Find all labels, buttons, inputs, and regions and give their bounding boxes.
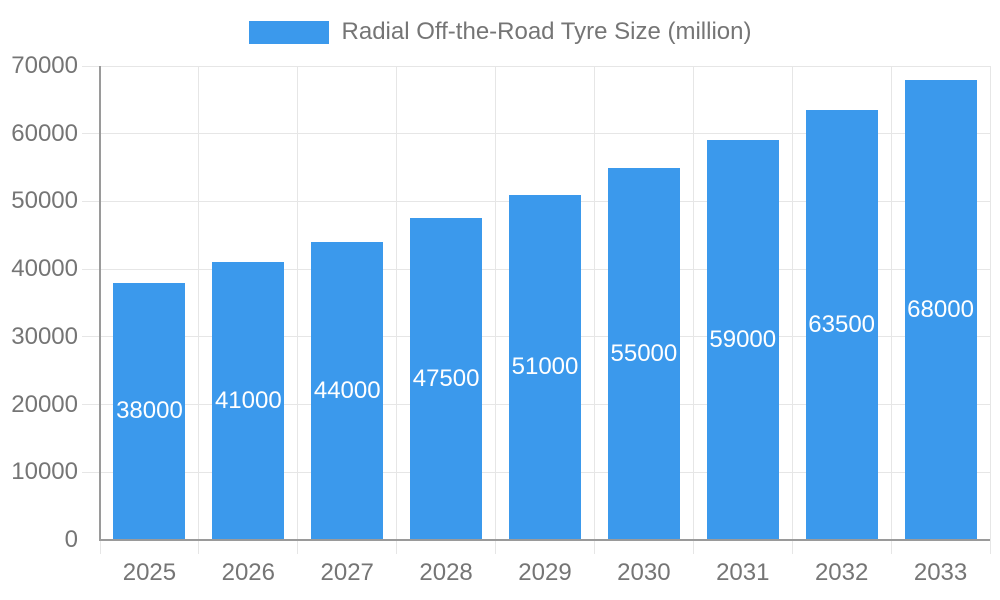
x-gridline bbox=[692, 66, 694, 554]
x-axis-label: 2030 bbox=[617, 559, 671, 586]
bar[interactable]: 44000 bbox=[311, 242, 384, 540]
y-axis-line bbox=[98, 66, 101, 540]
legend[interactable]: Radial Off-the-Road Tyre Size (million) bbox=[0, 18, 1000, 46]
x-gridline bbox=[890, 66, 892, 554]
x-axis-line bbox=[98, 538, 990, 541]
bar-value-label: 51000 bbox=[511, 353, 579, 381]
bar[interactable]: 38000 bbox=[113, 282, 186, 540]
legend-label: Radial Off-the-Road Tyre Size (million) bbox=[341, 18, 752, 45]
y-axis-label: 50000 bbox=[11, 187, 78, 215]
x-gridline bbox=[198, 66, 200, 554]
bar-value-label: 59000 bbox=[709, 326, 777, 354]
bar-value-label: 41000 bbox=[214, 387, 282, 415]
x-axis-label: 2031 bbox=[716, 559, 770, 586]
bar[interactable]: 55000 bbox=[607, 167, 680, 540]
y-axis-label: 0 bbox=[64, 526, 78, 553]
x-gridline bbox=[495, 66, 497, 554]
x-gridline bbox=[297, 66, 299, 554]
y-gridline bbox=[82, 65, 990, 67]
bar-value-label: 68000 bbox=[907, 295, 974, 323]
y-axis-label: 10000 bbox=[11, 458, 78, 486]
x-gridline bbox=[396, 66, 398, 554]
bar-value-label: 63500 bbox=[808, 310, 876, 338]
x-axis-label: 2033 bbox=[913, 559, 968, 586]
x-axis-label: 2029 bbox=[518, 559, 572, 586]
x-axis-label: 2026 bbox=[221, 559, 275, 586]
x-axis-label: 2032 bbox=[814, 559, 869, 586]
bar[interactable]: 59000 bbox=[706, 140, 779, 540]
bar[interactable]: 47500 bbox=[410, 218, 483, 540]
y-axis-label: 20000 bbox=[11, 390, 78, 418]
bar-value-label: 47500 bbox=[412, 365, 480, 393]
bar-value-label: 55000 bbox=[610, 339, 678, 367]
x-axis-label: 2028 bbox=[419, 559, 473, 586]
y-axis-label: 30000 bbox=[11, 322, 78, 350]
x-gridline bbox=[791, 66, 793, 554]
bar-value-label: 38000 bbox=[116, 397, 183, 425]
y-axis-label: 60000 bbox=[11, 119, 78, 147]
legend-swatch bbox=[248, 20, 329, 44]
x-axis-label: 2025 bbox=[122, 559, 177, 586]
y-gridline bbox=[82, 133, 990, 135]
bar[interactable]: 68000 bbox=[904, 79, 977, 540]
bar-value-label: 44000 bbox=[313, 377, 381, 405]
x-axis-label: 2027 bbox=[320, 559, 374, 586]
y-axis-label: 40000 bbox=[11, 255, 78, 283]
x-gridline bbox=[593, 66, 595, 554]
bar[interactable]: 63500 bbox=[805, 110, 878, 540]
bar[interactable]: 51000 bbox=[509, 194, 581, 540]
y-axis-label: 70000 bbox=[11, 52, 78, 79]
x-gridline bbox=[989, 66, 991, 554]
bar[interactable]: 41000 bbox=[212, 262, 285, 540]
